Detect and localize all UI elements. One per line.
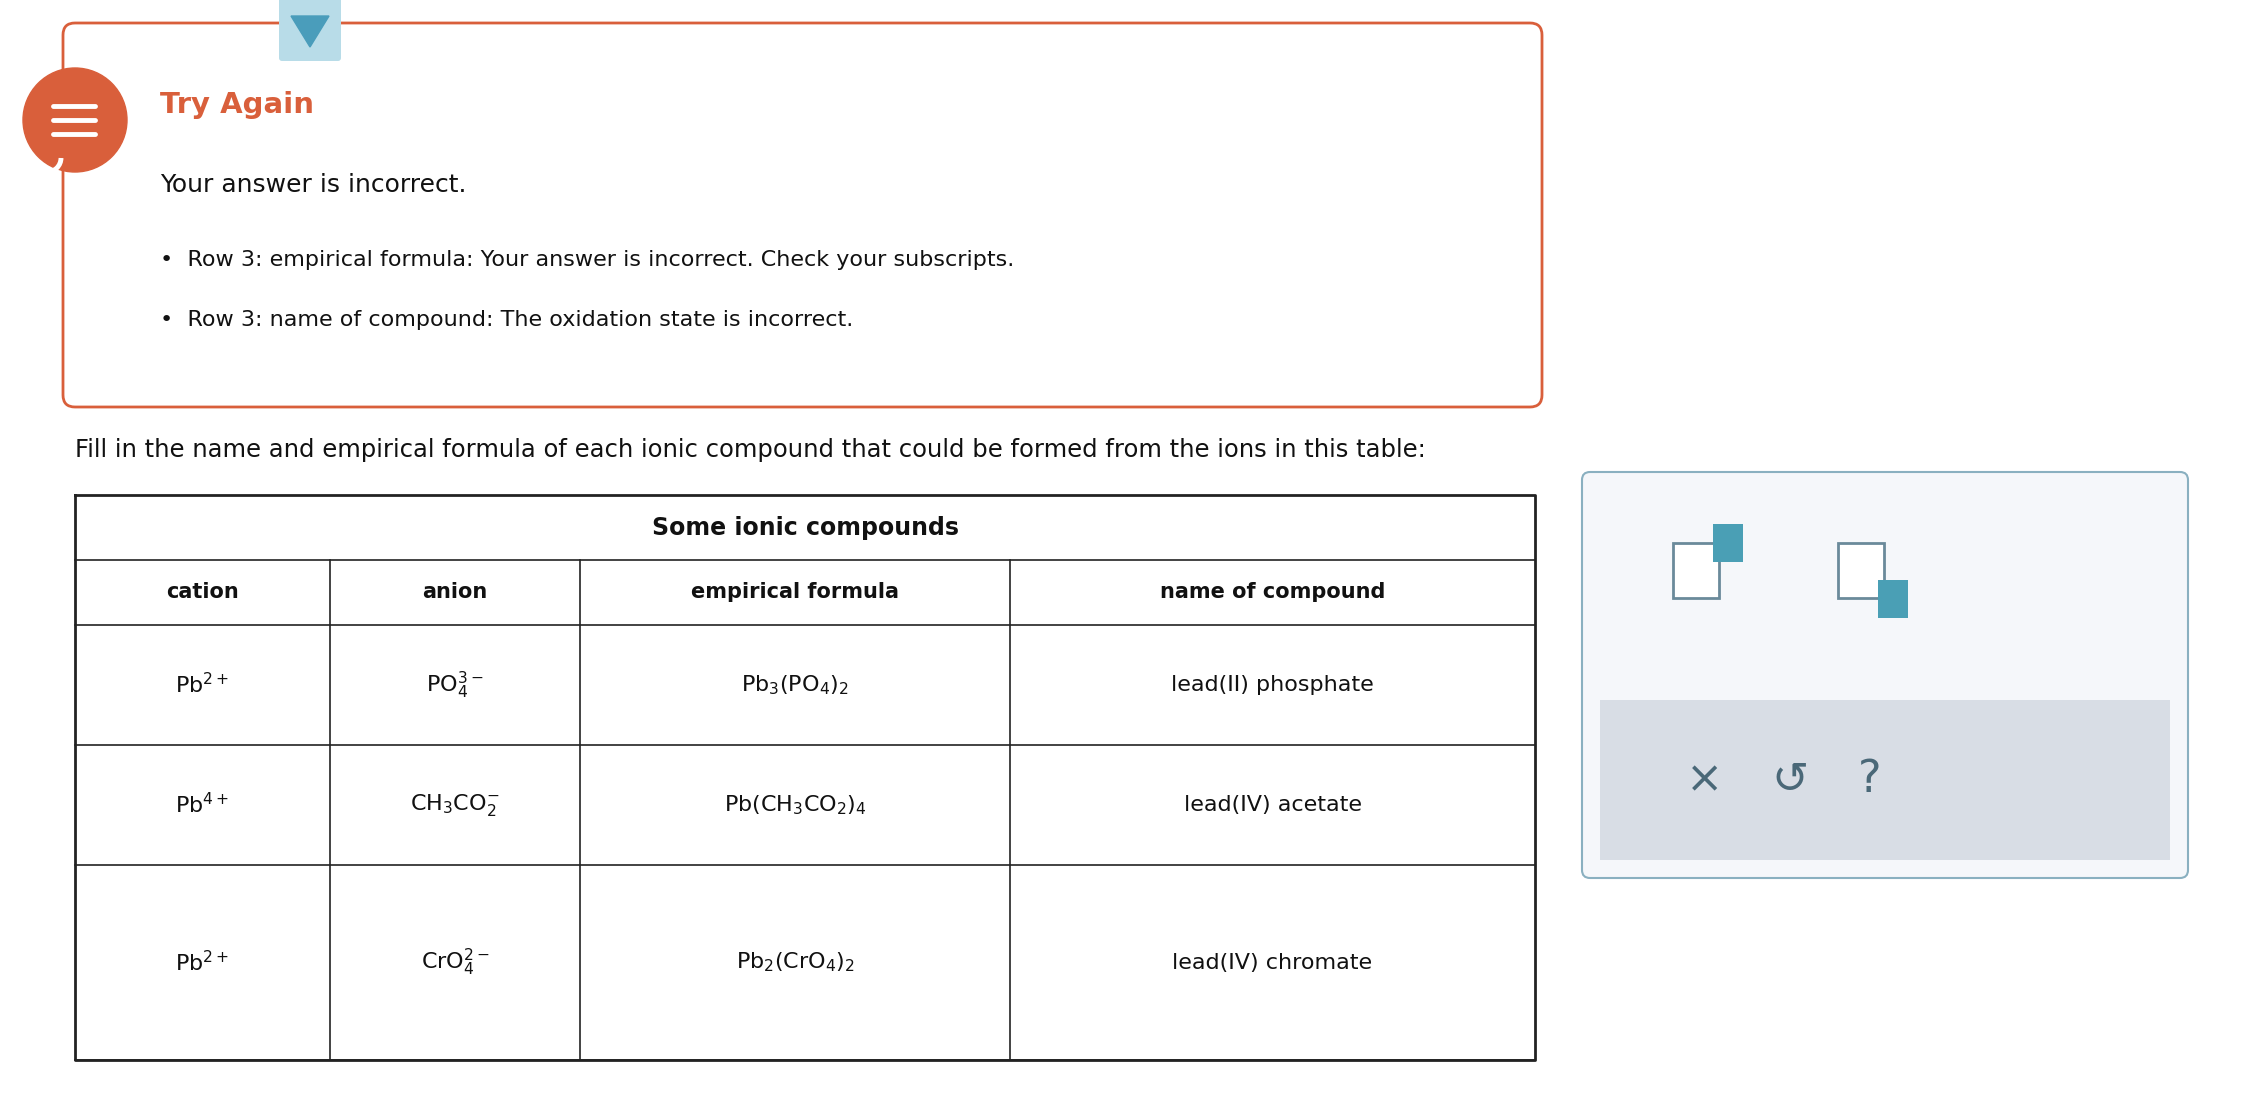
Text: lead(IV) chromate: lead(IV) chromate [1172, 953, 1372, 973]
Text: Some ionic compounds: Some ionic compounds [652, 515, 958, 539]
Bar [1712, 524, 1744, 562]
Text: Pb$^{2+}$: Pb$^{2+}$ [176, 673, 230, 698]
Bar [1674, 543, 1719, 598]
Text: Pb(CH$_3$CO$_2$)$_4$: Pb(CH$_3$CO$_2$)$_4$ [724, 793, 866, 817]
Text: Try Again: Try Again [160, 91, 315, 119]
Text: Pb$^{2+}$: Pb$^{2+}$ [176, 950, 230, 975]
Circle shape [22, 68, 126, 172]
Text: anion: anion [423, 582, 488, 603]
Text: cation: cation [166, 582, 238, 603]
Text: name of compound: name of compound [1159, 582, 1386, 603]
Text: Fill in the name and empirical formula of each ionic compound that could be form: Fill in the name and empirical formula o… [74, 438, 1426, 462]
Text: empirical formula: empirical formula [691, 582, 900, 603]
FancyBboxPatch shape [1582, 472, 2187, 878]
Polygon shape [290, 16, 328, 47]
Text: lead(IV) acetate: lead(IV) acetate [1184, 795, 1361, 815]
Text: Pb$_2$(CrO$_4$)$_2$: Pb$_2$(CrO$_4$)$_2$ [736, 951, 855, 975]
Text: Pb$_3$(PO$_4$)$_2$: Pb$_3$(PO$_4$)$_2$ [740, 673, 848, 697]
FancyBboxPatch shape [279, 0, 342, 61]
Text: CrO$_4^{2-}$: CrO$_4^{2-}$ [421, 947, 488, 978]
Text: PO$_4^{3-}$: PO$_4^{3-}$ [425, 670, 484, 700]
Text: ?: ? [1858, 758, 1881, 802]
Text: •  Row 3: empirical formula: Your answer is incorrect. Check your subscripts.: • Row 3: empirical formula: Your answer … [160, 251, 1015, 270]
Text: Your answer is incorrect.: Your answer is incorrect. [160, 173, 466, 197]
Text: lead(II) phosphate: lead(II) phosphate [1172, 675, 1375, 695]
Text: Pb$^{4+}$: Pb$^{4+}$ [176, 792, 230, 817]
Text: •  Row 3: name of compound: The oxidation state is incorrect.: • Row 3: name of compound: The oxidation… [160, 310, 853, 330]
Bar [1838, 543, 1883, 598]
Text: CH$_3$CO$_2^{-}$: CH$_3$CO$_2^{-}$ [410, 792, 500, 818]
Bar [1600, 700, 2169, 860]
FancyBboxPatch shape [63, 23, 1541, 407]
Text: ×: × [1688, 758, 1724, 802]
Bar [1879, 580, 1908, 618]
Text: ↺: ↺ [1771, 758, 1809, 802]
